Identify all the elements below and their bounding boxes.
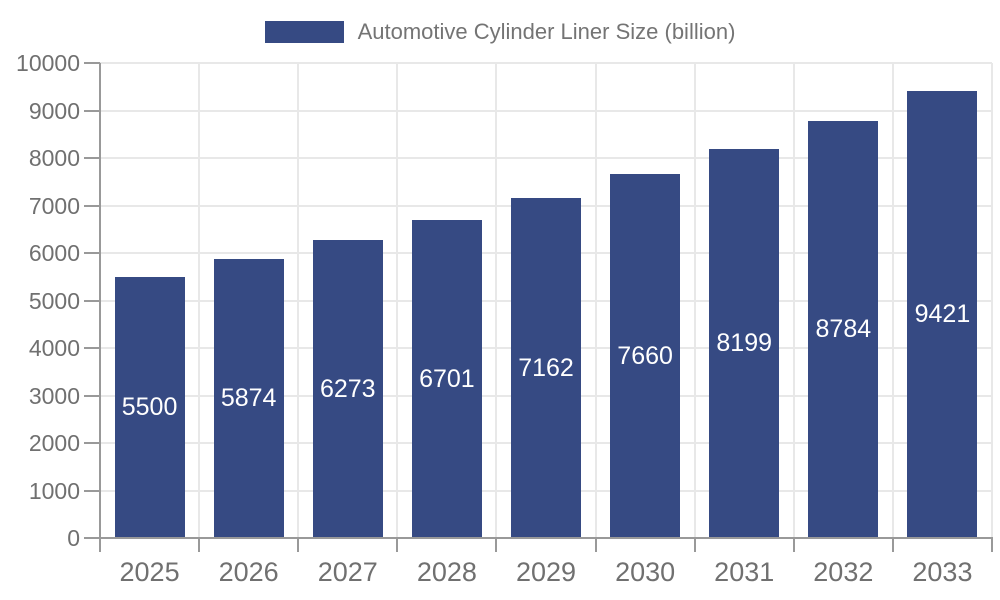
y-axis-tick-label: 0 [67,525,80,551]
x-axis-tick-label: 2027 [317,557,378,587]
gridline-v [792,63,795,538]
legend[interactable]: Automotive Cylinder Liner Size (billion) [0,18,1000,46]
y-axis-tick-label: 8000 [28,145,80,171]
y-axis-tick [84,204,100,207]
bar-2028[interactable]: 6701 [411,219,482,538]
bar-2032[interactable]: 8784 [808,120,879,538]
bar-2029[interactable]: 7162 [511,197,581,538]
x-axis-tick [991,537,993,552]
y-axis-tick [84,62,100,64]
gridline-v [198,63,201,538]
x-axis-tick-label: 2025 [119,557,180,587]
y-axis-tick-label: 7000 [28,192,80,219]
y-axis-tick [84,537,100,539]
bar-value-label: 7162 [518,353,574,382]
bar-value-label: 9421 [914,300,971,329]
x-axis-tick-label: 2033 [912,557,973,587]
gridline-h [100,157,992,159]
y-axis-tick [84,442,100,444]
y-axis-line [99,63,101,552]
gridline-h [100,109,992,112]
gridline-v [594,63,597,538]
y-axis-tick [84,299,100,302]
x-axis-tick [396,537,399,552]
bar-value-label: 8784 [815,315,872,344]
bar-value-label: 5500 [121,393,178,422]
gridline-v [991,63,993,538]
gridline-v [495,63,498,538]
x-axis-tick [198,537,201,552]
y-axis-tick [84,347,100,349]
bar-2031[interactable]: 8199 [709,148,780,538]
y-axis-tick-label: 10000 [16,50,80,76]
gridline-v [297,63,300,538]
legend-swatch [264,21,344,43]
gridline-v [693,63,696,538]
bar-2027[interactable]: 6273 [312,240,383,538]
bar-2030[interactable]: 7660 [610,174,681,538]
gridline-h [100,62,992,64]
y-axis-tick [84,489,100,492]
x-axis-tick [99,537,101,552]
bar-value-label: 6701 [419,364,475,393]
bar-2026[interactable]: 5874 [213,258,284,538]
x-axis-tick [297,537,300,552]
legend-label: Automotive Cylinder Liner Size (billion) [357,19,736,44]
y-axis-tick [84,252,100,254]
x-axis-tick [594,537,597,552]
y-axis-tick [84,394,100,397]
y-axis-tick-label: 9000 [28,97,80,124]
x-axis-tick-label: 2028 [416,557,477,587]
y-axis-tick-label: 6000 [28,240,80,266]
x-axis-tick [693,537,696,552]
x-axis-tick-label: 2026 [218,557,279,587]
x-axis-tick-label: 2030 [615,557,676,587]
x-axis-tick [891,537,894,552]
bar-2025[interactable]: 5500 [114,276,185,538]
gridline-v [396,63,399,538]
bar-value-label: 7660 [617,342,673,371]
x-axis-tick-label: 2032 [813,557,874,587]
x-axis-tick-label: 2031 [714,557,775,587]
bar-value-label: 5874 [220,384,277,413]
x-axis-line [86,537,992,539]
x-axis-tick [792,537,795,552]
gridline-v [891,63,894,538]
bar-value-label: 8199 [716,329,773,358]
y-axis-tick [84,109,100,112]
y-axis-tick-label: 5000 [28,287,80,314]
y-axis-tick-label: 4000 [28,335,80,361]
x-axis-tick-label: 2029 [515,557,577,587]
bar-2033[interactable]: 9421 [907,90,978,538]
y-axis-tick [84,157,100,159]
y-axis-tick-label: 2000 [28,430,80,456]
x-axis-tick [495,537,498,552]
y-axis-tick-label: 1000 [28,477,80,504]
bar-value-label: 6273 [319,375,376,403]
y-axis-tick-label: 3000 [28,382,80,409]
